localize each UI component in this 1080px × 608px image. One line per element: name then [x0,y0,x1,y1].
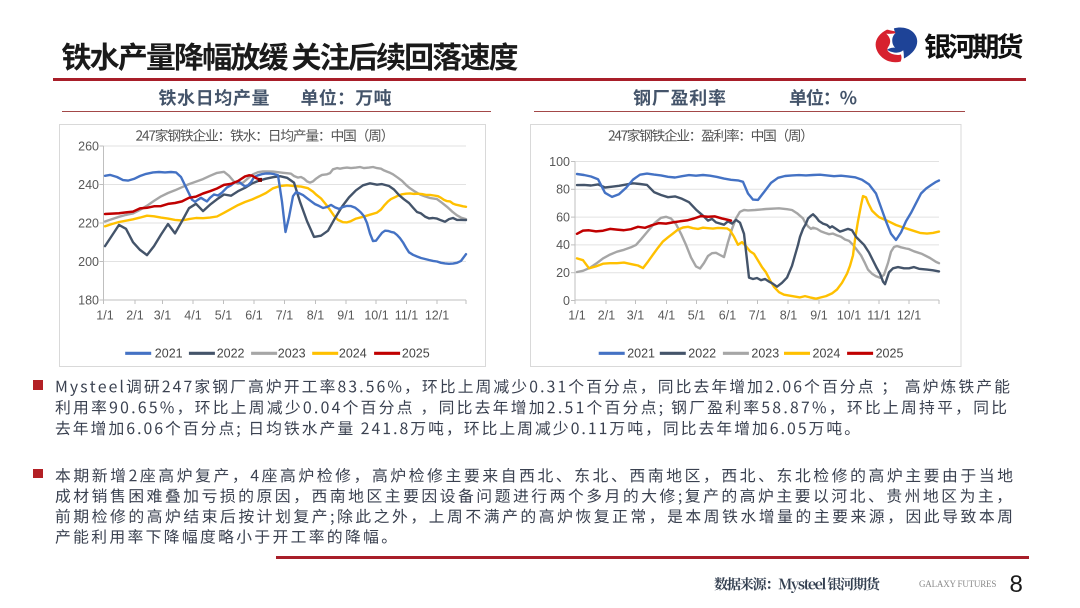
svg-text:2021: 2021 [627,347,655,361]
svg-text:9/1: 9/1 [810,309,827,323]
svg-text:2022: 2022 [217,347,245,361]
svg-text:2023: 2023 [751,347,779,361]
svg-text:240: 240 [78,178,99,192]
svg-text:2024: 2024 [813,347,841,361]
svg-text:40: 40 [556,238,570,252]
svg-text:20: 20 [556,266,570,280]
svg-text:260: 260 [78,139,99,153]
svg-text:180: 180 [78,293,99,307]
svg-text:5/1: 5/1 [215,309,232,323]
svg-text:2025: 2025 [402,347,430,361]
svg-text:11/1: 11/1 [867,309,890,323]
svg-text:9/1: 9/1 [337,309,354,323]
svg-text:2025: 2025 [876,347,904,361]
svg-text:3/1: 3/1 [627,309,644,323]
svg-text:7/1: 7/1 [276,309,293,323]
svg-text:6/1: 6/1 [245,309,262,323]
svg-text:4/1: 4/1 [184,309,201,323]
svg-text:0: 0 [563,294,570,308]
svg-text:3/1: 3/1 [154,309,171,323]
svg-text:2/1: 2/1 [598,309,615,323]
svg-text:2024: 2024 [339,347,367,361]
svg-text:12/1: 12/1 [425,309,449,323]
svg-text:12/1: 12/1 [897,309,921,323]
svg-text:60: 60 [556,210,570,224]
svg-text:2023: 2023 [278,347,306,361]
svg-text:11/1: 11/1 [395,309,418,323]
svg-text:2/1: 2/1 [126,309,143,323]
svg-text:8/1: 8/1 [780,309,797,323]
svg-text:6/1: 6/1 [719,309,736,323]
svg-text:1/1: 1/1 [96,309,113,323]
svg-text:7/1: 7/1 [749,309,766,323]
svg-text:4/1: 4/1 [658,309,675,323]
svg-text:8/1: 8/1 [307,309,324,323]
svg-text:220: 220 [78,216,99,230]
svg-text:80: 80 [556,183,570,197]
svg-text:1/1: 1/1 [568,309,585,323]
svg-text:200: 200 [78,255,99,269]
svg-text:2022: 2022 [688,347,716,361]
svg-text:2021: 2021 [155,347,183,361]
svg-text:5/1: 5/1 [688,309,705,323]
svg-text:10/1: 10/1 [364,309,388,323]
svg-text:100: 100 [549,155,570,169]
svg-text:10/1: 10/1 [837,309,861,323]
